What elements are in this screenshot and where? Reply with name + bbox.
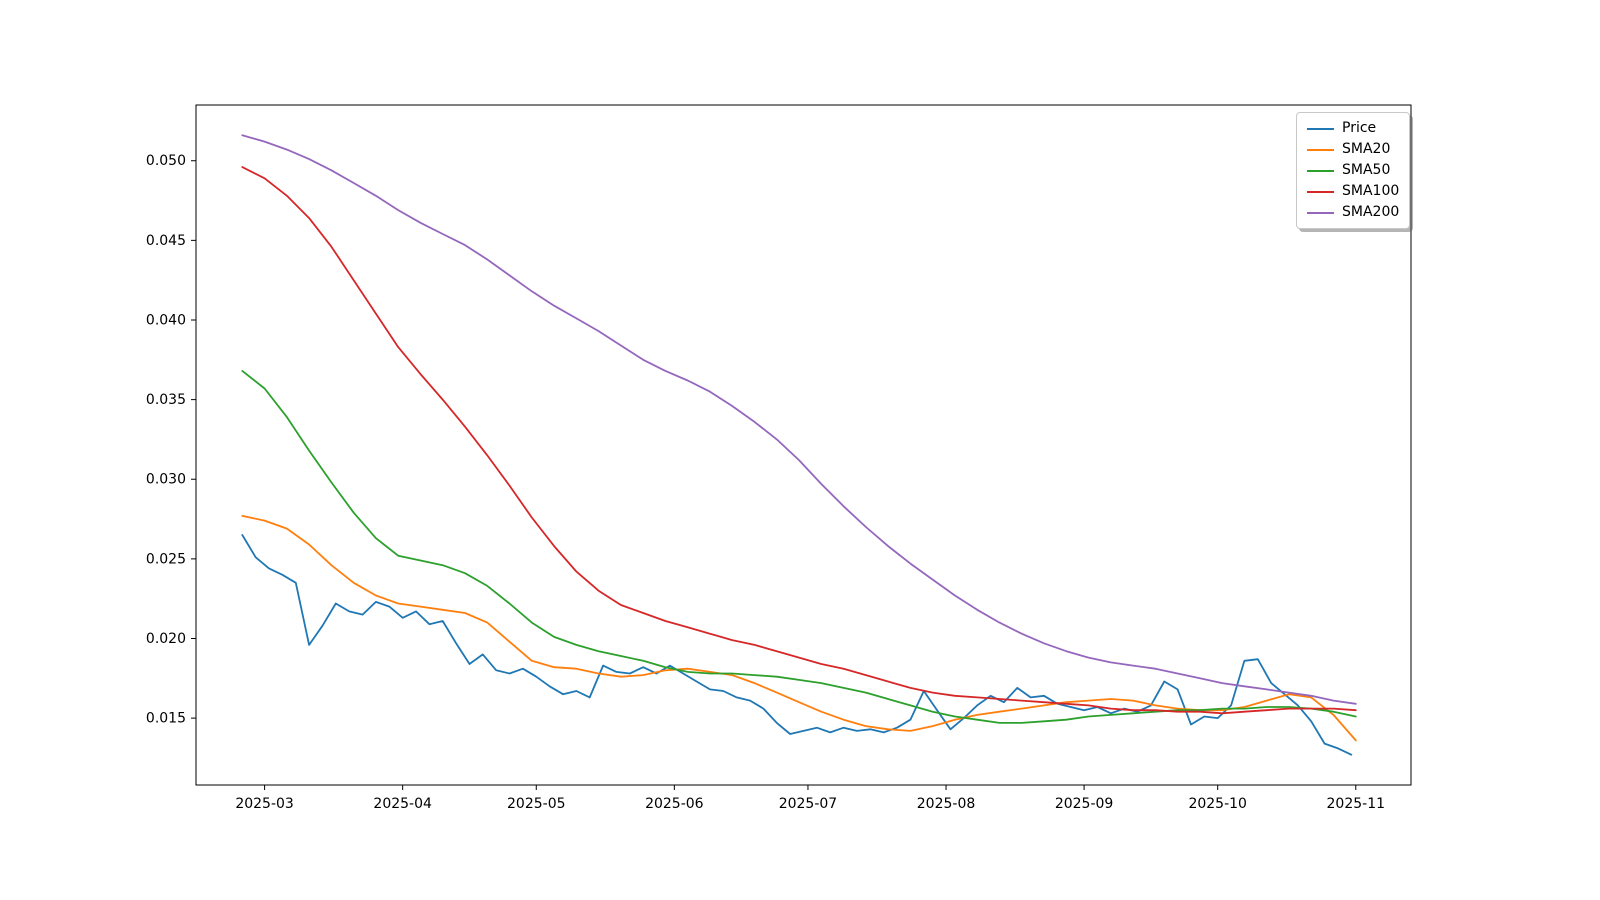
x-tick-label: 2025-08: [917, 796, 976, 812]
legend-entry-sma50: SMA50: [1307, 162, 1399, 179]
x-tick-label: 2025-06: [645, 796, 704, 812]
axes-frame: [195, 104, 1412, 786]
legend-entry-sma100: SMA100: [1307, 183, 1399, 200]
x-tick-label: 2025-09: [1055, 796, 1114, 812]
x-tick-label: 2025-03: [235, 796, 294, 812]
series-line-sma50: [241, 369, 1357, 724]
legend-swatch-sma50: [1307, 169, 1334, 172]
x-tick-label: 2025-07: [779, 796, 838, 812]
legend-swatch-sma20: [1307, 148, 1334, 151]
y-tick-label: 0.045: [146, 233, 186, 249]
x-tick-label: 2025-04: [373, 796, 432, 812]
series-line-price: [241, 534, 1353, 756]
legend-label-sma100: SMA100: [1342, 183, 1400, 199]
y-tick-label: 0.020: [146, 631, 186, 647]
y-tick-label: 0.035: [146, 392, 186, 408]
legend-swatch-sma100: [1307, 190, 1334, 193]
series-line-sma200: [241, 134, 1357, 705]
legend: Price SMA20 SMA50 SMA100 SMA200: [1296, 112, 1411, 229]
legend-entry-sma200: SMA200: [1307, 204, 1399, 221]
y-tick-label: 0.050: [146, 153, 186, 169]
legend-entry-sma20: SMA20: [1307, 141, 1399, 158]
x-tick-label: 2025-05: [507, 796, 566, 812]
legend-label-price: Price: [1342, 120, 1377, 136]
x-tick-label: 2025-10: [1188, 796, 1247, 812]
legend-entry-price: Price: [1307, 120, 1399, 137]
legend-label-sma50: SMA50: [1342, 162, 1391, 178]
y-tick-label: 0.040: [146, 312, 186, 328]
legend-label-sma200: SMA200: [1342, 204, 1400, 220]
legend-swatch-sma200: [1307, 211, 1334, 214]
legend-swatch-price: [1307, 127, 1334, 130]
x-tick-label: 2025-11: [1327, 796, 1386, 812]
series-line-sma100: [241, 166, 1357, 715]
y-tick-label: 0.025: [146, 551, 186, 567]
y-tick-label: 0.030: [146, 472, 186, 488]
legend-label-sma20: SMA20: [1342, 141, 1391, 157]
y-tick-label: 0.015: [146, 711, 186, 727]
series-line-sma20: [241, 515, 1357, 742]
